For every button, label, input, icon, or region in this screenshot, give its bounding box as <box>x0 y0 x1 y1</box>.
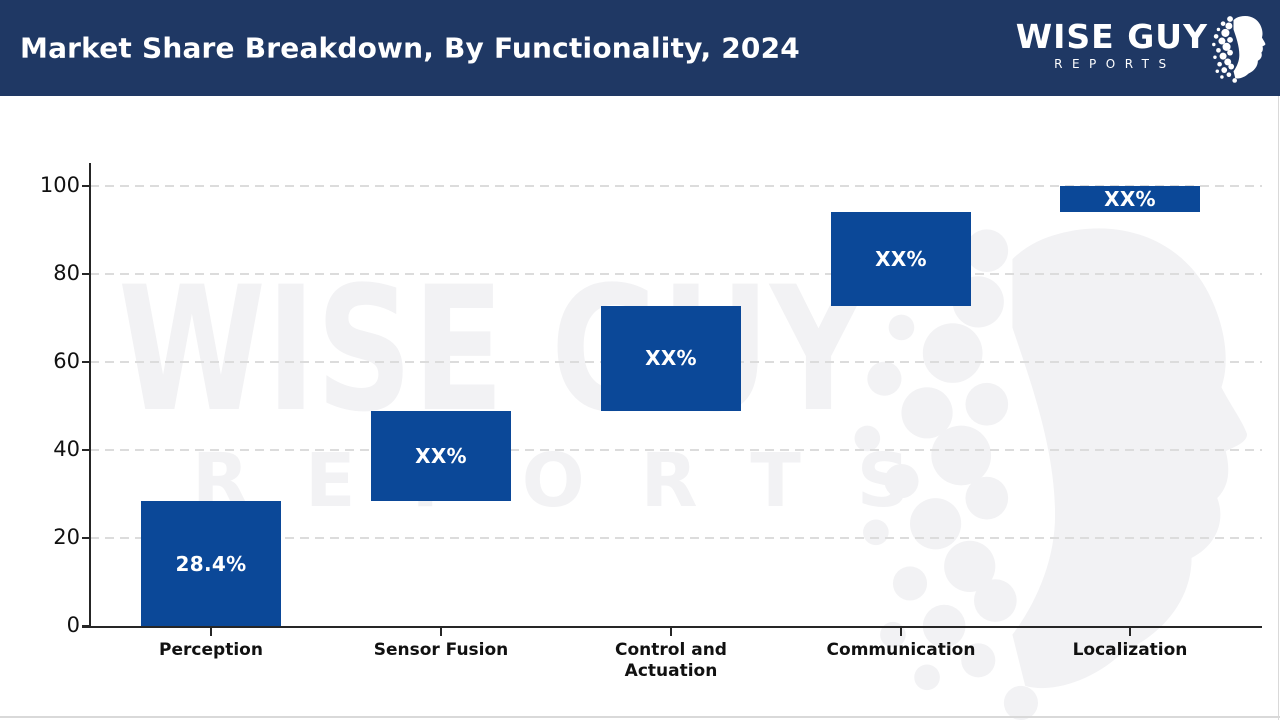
gridline <box>90 537 1262 539</box>
x-category-label: Sensor Fusion <box>373 640 509 660</box>
x-category-label: Control and Actuation <box>615 640 727 682</box>
y-tick-label: 40 <box>53 437 80 461</box>
bar: XX% <box>371 410 511 502</box>
y-tick-mark <box>82 537 89 539</box>
dotted-head-icon <box>1212 15 1266 83</box>
gridline <box>90 449 1262 451</box>
y-tick-label: 80 <box>53 261 80 285</box>
y-tick-label: 60 <box>53 349 80 373</box>
x-tick-mark <box>1129 628 1131 636</box>
x-category-label: Localization <box>1072 640 1188 660</box>
brand-logo-text: WISE GUY REPORTS <box>1015 17 1208 71</box>
y-tick-label: 100 <box>39 173 80 197</box>
bar-value-label: XX% <box>645 346 697 371</box>
bar: XX% <box>601 306 741 411</box>
x-tick-mark <box>670 628 672 636</box>
y-tick-mark <box>82 361 89 363</box>
y-tick-mark <box>82 273 89 275</box>
chart-area: WISE GUY REPORTS 0 20 40 60 80 100 28.4% Percep… <box>0 96 1280 720</box>
bar-value-label: XX% <box>1104 186 1156 211</box>
bar: XX% <box>831 211 971 307</box>
bar-value-label: XX% <box>875 247 927 272</box>
brand-subtitle: REPORTS <box>1054 56 1176 71</box>
bar: XX% <box>1060 186 1200 212</box>
gridline <box>90 273 1262 275</box>
y-tick-mark <box>82 449 89 451</box>
x-category-label: Perception <box>159 640 263 660</box>
header-bar: Market Share Breakdown, By Functionality… <box>0 0 1280 96</box>
brand-logo: WISE GUY REPORTS <box>1010 4 1266 92</box>
y-axis-line <box>89 163 91 628</box>
brand-name: WISE GUY <box>1015 17 1208 56</box>
x-tick-mark <box>440 628 442 636</box>
x-category-label: Communication <box>826 640 976 660</box>
gridline <box>90 185 1262 187</box>
watermark-text-2: REPORTS <box>192 438 967 524</box>
watermark-text-1: WISE GUY <box>118 249 868 450</box>
y-tick-mark <box>82 185 89 187</box>
bar: 28.4% <box>141 501 281 626</box>
bar-value-label: 28.4% <box>175 551 247 576</box>
y-tick-label: 0 <box>66 613 80 637</box>
bottom-border <box>0 716 1280 718</box>
bar-value-label: XX% <box>415 443 467 468</box>
x-tick-mark <box>900 628 902 636</box>
right-border <box>1278 96 1279 720</box>
x-axis-line <box>82 626 1262 628</box>
chart-title: Market Share Breakdown, By Functionality… <box>20 31 800 65</box>
x-tick-mark <box>210 628 212 636</box>
y-tick-label: 20 <box>53 525 80 549</box>
